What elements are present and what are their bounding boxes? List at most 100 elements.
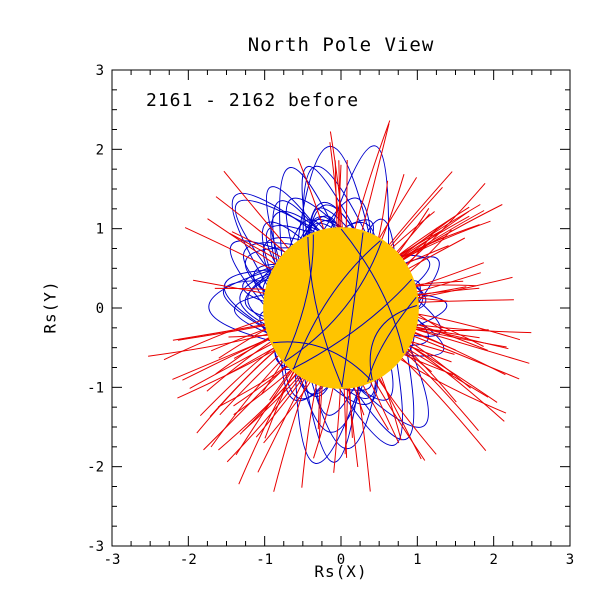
field-line-open bbox=[415, 328, 530, 364]
field-line-disk bbox=[307, 236, 343, 388]
field-line-open bbox=[381, 174, 405, 240]
field-line-open bbox=[418, 313, 521, 341]
field-line-open bbox=[228, 334, 269, 338]
field-line-open bbox=[189, 343, 272, 389]
field-line-open bbox=[333, 388, 341, 473]
field-line-open bbox=[233, 365, 288, 407]
field-line-open bbox=[417, 313, 447, 333]
field-line-open bbox=[148, 333, 268, 357]
field-line-open bbox=[418, 299, 514, 303]
x-tick-label: 1 bbox=[413, 552, 421, 568]
field-line-open bbox=[255, 377, 304, 438]
field-line-open bbox=[407, 349, 457, 403]
field-line-disk bbox=[292, 278, 413, 370]
field-line-open bbox=[217, 365, 288, 408]
field-line-open bbox=[417, 287, 480, 296]
field-line-closed bbox=[261, 221, 303, 274]
field-line-open bbox=[361, 123, 390, 231]
field-line-open bbox=[229, 233, 279, 261]
field-line-closed bbox=[259, 311, 269, 335]
field-line-open bbox=[362, 384, 389, 431]
field-line-open bbox=[407, 348, 489, 398]
field-line-open bbox=[348, 388, 359, 468]
field-line-open bbox=[264, 371, 294, 439]
field-line-open bbox=[231, 231, 282, 258]
field-line-open bbox=[233, 369, 292, 416]
field-line-open bbox=[210, 359, 283, 448]
field-line-disk bbox=[341, 232, 364, 387]
field-line-open bbox=[409, 344, 505, 422]
field-line-open bbox=[378, 180, 389, 238]
field-line-open bbox=[354, 120, 391, 229]
field-line-closed bbox=[304, 222, 333, 238]
field-line-open bbox=[390, 186, 443, 247]
field-line-open bbox=[404, 352, 479, 432]
field-line-open bbox=[233, 338, 270, 359]
on-disk-field-lines-group bbox=[272, 228, 418, 388]
field-line-closed bbox=[259, 266, 275, 292]
field-line-disk bbox=[369, 305, 418, 381]
field-line-disk bbox=[283, 234, 314, 361]
field-line-open bbox=[402, 204, 503, 261]
sun-disk bbox=[263, 227, 419, 389]
field-line-open bbox=[313, 387, 334, 459]
field-line-closed bbox=[344, 219, 374, 235]
field-line-open bbox=[218, 328, 267, 359]
field-line-open bbox=[396, 213, 431, 253]
field-line-open bbox=[329, 131, 343, 228]
field-line-closed bbox=[208, 269, 274, 342]
field-line-open bbox=[401, 224, 480, 259]
field-line-closed bbox=[332, 379, 378, 405]
field-line-open bbox=[226, 376, 301, 463]
field-line-open bbox=[193, 279, 265, 294]
field-line-disk bbox=[340, 228, 404, 354]
field-line-open bbox=[415, 262, 484, 288]
field-line-open bbox=[388, 171, 453, 246]
field-line-open bbox=[417, 286, 467, 297]
field-line-closed bbox=[239, 272, 272, 325]
field-line-open bbox=[344, 388, 348, 455]
field-line-open bbox=[199, 347, 275, 417]
y-tick-label: 1 bbox=[96, 222, 104, 238]
field-line-open bbox=[214, 287, 266, 290]
field-line-closed bbox=[315, 384, 355, 416]
field-line-closed bbox=[234, 199, 319, 274]
field-line-open bbox=[207, 218, 276, 266]
field-line-open bbox=[398, 206, 470, 256]
field-line-open bbox=[263, 381, 311, 444]
x-tick-label: 2 bbox=[489, 552, 497, 568]
field-line-open bbox=[415, 284, 477, 287]
field-line-open bbox=[417, 297, 448, 302]
field-line-closed bbox=[265, 225, 313, 265]
field-line-closed bbox=[357, 369, 394, 401]
field-line-closed bbox=[244, 277, 270, 317]
y-tick-label: 0 bbox=[96, 301, 104, 317]
field-line-closed bbox=[229, 240, 286, 305]
field-line-open bbox=[211, 328, 267, 352]
field-line-open bbox=[409, 345, 498, 403]
field-line-disk bbox=[292, 240, 381, 370]
field-line-open bbox=[380, 376, 402, 441]
y-tick-label: 3 bbox=[96, 63, 104, 79]
field-line-closed bbox=[352, 350, 415, 441]
field-line-open bbox=[416, 323, 488, 351]
field-line-open bbox=[318, 386, 323, 441]
axes-group: -3 -2 -1 0 1 2 3 -3 -2 -1 0 1 2 3 bbox=[87, 63, 574, 568]
field-line-closed bbox=[311, 379, 378, 449]
field-line-open bbox=[417, 276, 513, 299]
field-line-open bbox=[416, 327, 480, 339]
x-tick-label: 3 bbox=[566, 552, 574, 568]
field-line-open bbox=[226, 347, 275, 376]
field-line-open bbox=[239, 373, 297, 435]
field-line-open bbox=[219, 355, 279, 416]
field-line-open bbox=[402, 210, 485, 260]
field-line-open bbox=[345, 159, 348, 228]
field-line-closed bbox=[270, 211, 321, 266]
field-line-closed bbox=[285, 197, 341, 246]
plot-frame bbox=[111, 69, 571, 547]
field-line-open bbox=[377, 378, 437, 455]
field-line-closed bbox=[262, 271, 273, 296]
field-line-open bbox=[301, 384, 317, 488]
field-line-open bbox=[184, 227, 274, 271]
